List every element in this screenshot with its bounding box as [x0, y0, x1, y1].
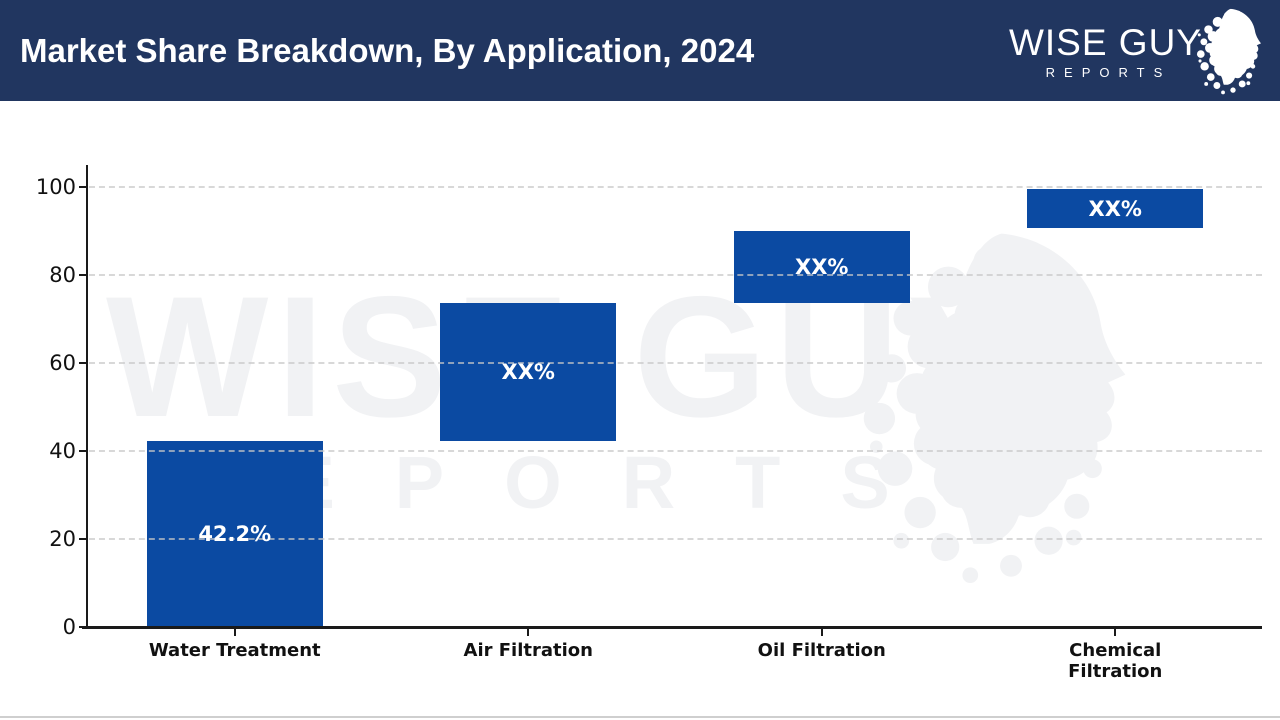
brand-text: WISE GUY REPORTS	[1009, 22, 1202, 80]
x-axis-line	[82, 626, 1262, 629]
bar-label-oil-filtration: XX%	[795, 254, 849, 279]
x-label-line: Oil Filtration	[757, 640, 886, 661]
bar-oil-filtration	[733, 231, 910, 303]
y-tick-label-0: 0	[62, 615, 76, 639]
y-tick-label-60: 60	[49, 351, 76, 375]
y-tick-label-100: 100	[35, 175, 76, 199]
grid-line-40	[89, 450, 1262, 452]
x-label-oil-filtration: Oil Filtration	[702, 640, 942, 661]
grid-line-20	[89, 538, 1262, 540]
grid-line-100	[89, 186, 1262, 188]
y-tick-20	[79, 538, 87, 540]
x-tick-water-treatment	[233, 629, 236, 636]
x-label-line: Air Filtration	[463, 640, 593, 661]
x-tick-oil-filtration	[820, 629, 823, 636]
brand-logo: WISE GUY REPORTS	[1009, 4, 1272, 98]
y-tick-label-20: 20	[49, 527, 76, 551]
x-label-water-treatment: Water Treatment	[115, 640, 355, 661]
page-title: Market Share Breakdown, By Application, …	[20, 31, 755, 69]
y-tick-label-40: 40	[49, 439, 76, 463]
bar-label-chemical-filtration: XX%	[1088, 196, 1142, 221]
brand-head-logo-icon	[1194, 5, 1272, 97]
brand-subtitle: REPORTS	[1045, 65, 1172, 80]
x-label-line: Filtration	[1068, 661, 1163, 682]
x-tick-chemical-filtration	[1114, 629, 1117, 636]
y-tick-80	[79, 274, 87, 276]
y-axis-line	[86, 165, 88, 629]
y-tick-40	[79, 450, 87, 452]
grid-line-80	[89, 274, 1262, 276]
y-tick-label-80: 80	[49, 263, 76, 287]
x-label-chemical-filtration: Chemical Filtration	[995, 640, 1235, 682]
y-tick-60	[79, 362, 87, 364]
footer-divider	[0, 716, 1280, 718]
bar-air-filtration	[440, 303, 617, 442]
x-tick-air-filtration	[527, 629, 530, 636]
header: Market Share Breakdown, By Application, …	[0, 0, 1280, 101]
bar-label-water-treatment: 42.2%	[198, 522, 272, 547]
y-tick-100	[79, 186, 87, 188]
x-label-air-filtration: Air Filtration	[408, 640, 648, 661]
brand-name: WISE GUY	[1008, 22, 1202, 63]
x-label-line: Chemical	[1069, 640, 1162, 661]
bar-chemical-filtration	[1027, 189, 1204, 229]
grid-line-60	[89, 362, 1262, 364]
x-label-line: Water Treatment	[148, 640, 321, 661]
bar-water-treatment	[146, 441, 323, 627]
bar-label-air-filtration: XX%	[501, 360, 555, 385]
